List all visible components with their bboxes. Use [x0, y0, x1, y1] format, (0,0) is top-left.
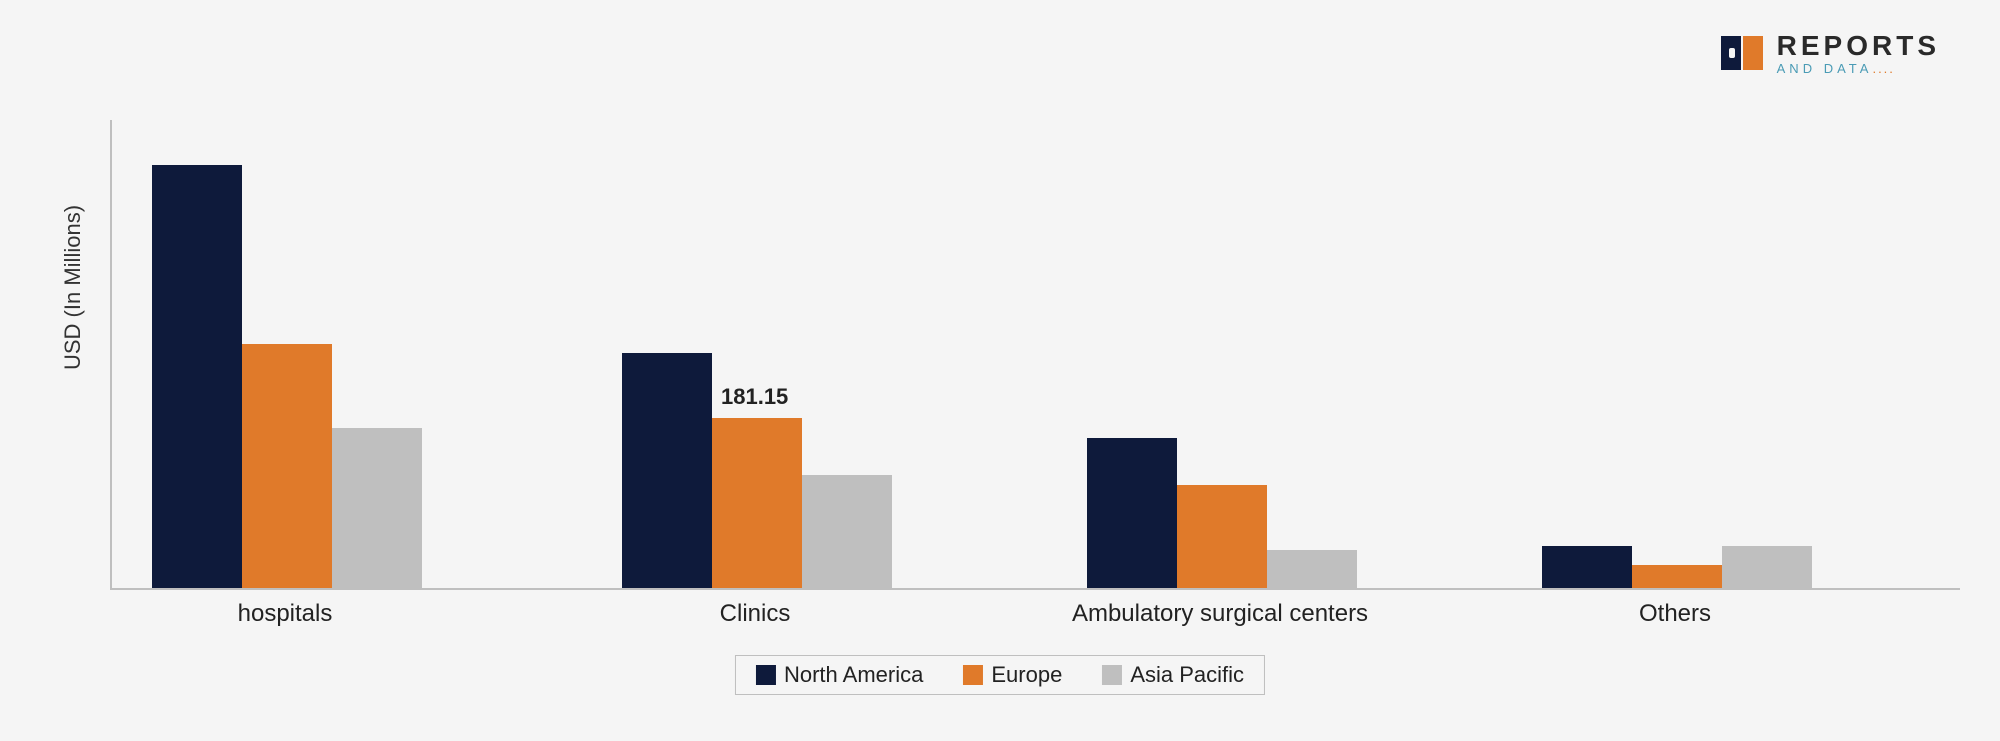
bar: [1542, 546, 1632, 588]
bar: [1177, 485, 1267, 588]
legend-label: North America: [784, 662, 923, 688]
brand-logo-icon: [1721, 30, 1767, 76]
y-axis-label: USD (In Millions): [60, 205, 86, 370]
bar-group: [1087, 438, 1357, 588]
bar: [622, 353, 712, 588]
brand-logo-line1: REPORTS: [1777, 32, 1940, 60]
data-label: 181.15: [721, 384, 788, 410]
x-axis-labels: hospitals Clinics Ambulatory surgical cent…: [110, 600, 1960, 640]
x-axis-label: Others: [1639, 600, 1711, 628]
bar: [1087, 438, 1177, 588]
x-axis-label: Ambulatory surgical centers: [1072, 600, 1368, 628]
x-axis-label: hospitals: [238, 600, 333, 628]
bar: [1267, 550, 1357, 588]
legend-swatch-icon: [756, 665, 776, 685]
brand-logo-text: REPORTS AND DATA....: [1777, 32, 1940, 75]
legend: North America Europe Asia Pacific: [735, 655, 1265, 695]
bar: [1722, 546, 1812, 588]
plot-area: 181.15: [110, 120, 1960, 590]
bar: [802, 475, 892, 588]
legend-label: Asia Pacific: [1130, 662, 1244, 688]
brand-logo-line2: AND DATA....: [1777, 62, 1940, 75]
bar-group: [1542, 546, 1812, 588]
bar-group: [152, 165, 422, 588]
bar: [1632, 565, 1722, 589]
bar: [242, 344, 332, 588]
brand-logo: REPORTS AND DATA....: [1721, 30, 1940, 76]
legend-item: North America: [756, 662, 923, 688]
legend-swatch-icon: [963, 665, 983, 685]
legend-item: Asia Pacific: [1102, 662, 1244, 688]
chart-container: REPORTS AND DATA.... USD (In Millions) 1…: [0, 0, 2000, 741]
bar: [712, 418, 802, 588]
legend-label: Europe: [991, 662, 1062, 688]
bar: [152, 165, 242, 588]
legend-item: Europe: [963, 662, 1062, 688]
legend-swatch-icon: [1102, 665, 1122, 685]
bar: [332, 428, 422, 588]
x-axis-label: Clinics: [720, 600, 791, 628]
